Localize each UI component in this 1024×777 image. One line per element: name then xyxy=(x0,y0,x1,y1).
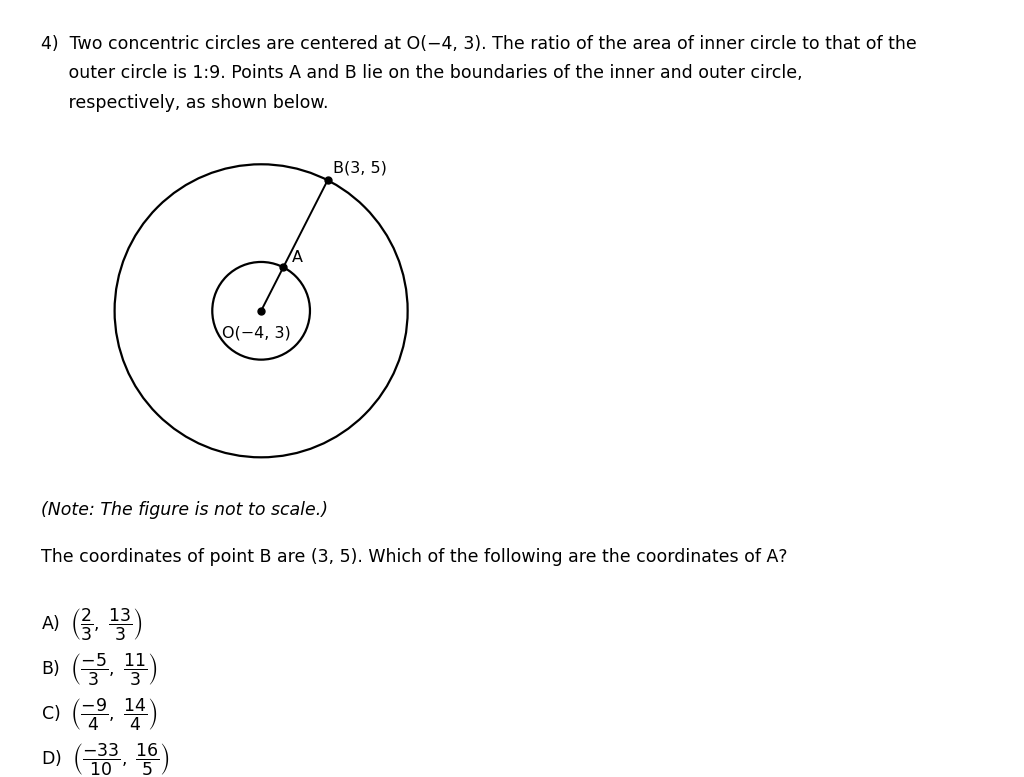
Text: outer circle is 1:9. Points A and B lie on the boundaries of the inner and outer: outer circle is 1:9. Points A and B lie … xyxy=(41,64,803,82)
Text: A: A xyxy=(292,250,303,265)
Text: C)  $\left(\dfrac{-9}{4},\ \dfrac{14}{4}\right)$: C) $\left(\dfrac{-9}{4},\ \dfrac{14}{4}\… xyxy=(41,696,158,732)
Text: D)  $\left(\dfrac{-33}{10},\ \dfrac{16}{5}\right)$: D) $\left(\dfrac{-33}{10},\ \dfrac{16}{5… xyxy=(41,741,170,777)
Text: 4)  Two concentric circles are centered at O(−4, 3). The ratio of the area of in: 4) Two concentric circles are centered a… xyxy=(41,35,916,53)
Text: A)  $\left(\dfrac{2}{3},\ \dfrac{13}{3}\right)$: A) $\left(\dfrac{2}{3},\ \dfrac{13}{3}\r… xyxy=(41,606,142,642)
Text: B(3, 5): B(3, 5) xyxy=(334,160,387,176)
Text: The coordinates of point B are (3, 5). Which of the following are the coordinate: The coordinates of point B are (3, 5). W… xyxy=(41,548,787,566)
Text: (Note: The figure is not to scale.): (Note: The figure is not to scale.) xyxy=(41,501,328,519)
Text: O(−4, 3): O(−4, 3) xyxy=(222,326,291,340)
Text: respectively, as shown below.: respectively, as shown below. xyxy=(41,94,329,112)
Text: B)  $\left(\dfrac{-5}{3},\ \dfrac{11}{3}\right)$: B) $\left(\dfrac{-5}{3},\ \dfrac{11}{3}\… xyxy=(41,651,158,687)
